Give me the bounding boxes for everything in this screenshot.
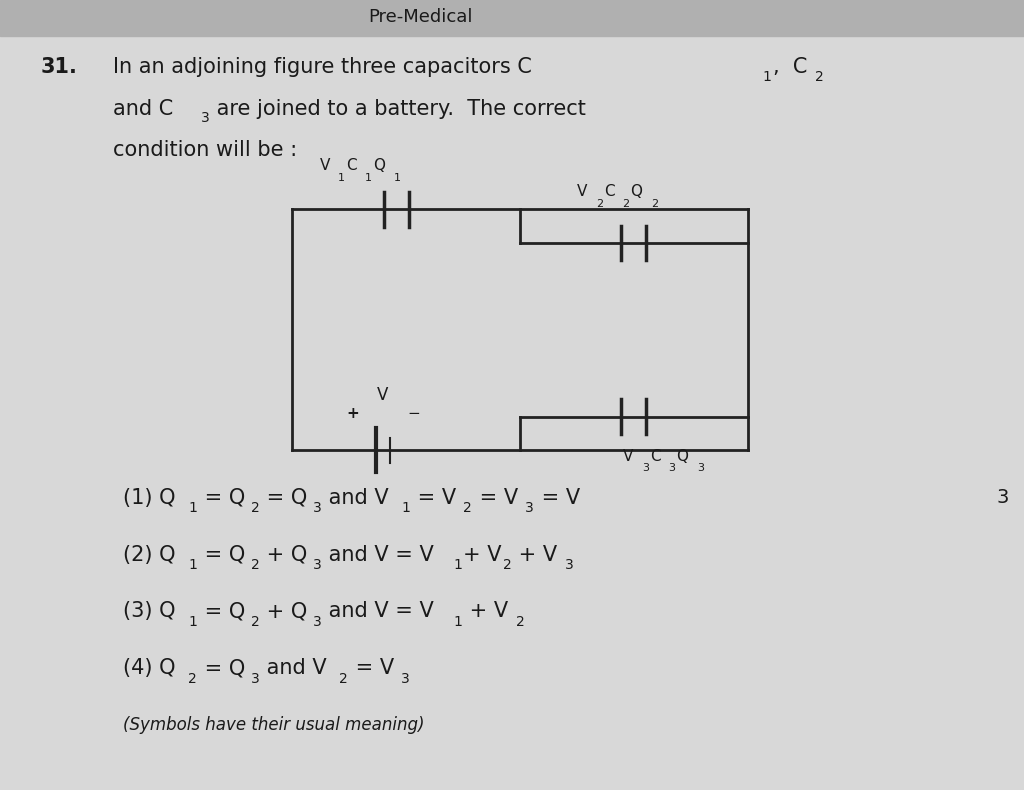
Text: and C: and C (113, 99, 173, 119)
Text: + Q: + Q (260, 601, 307, 622)
Text: 2: 2 (251, 501, 259, 515)
Text: Q: Q (677, 449, 688, 464)
Text: 1: 1 (188, 501, 198, 515)
Text: (Symbols have their usual meaning): (Symbols have their usual meaning) (123, 717, 424, 734)
Text: C: C (604, 184, 614, 199)
Text: 3: 3 (201, 111, 210, 126)
Text: 2: 2 (463, 501, 472, 515)
Text: (2) Q: (2) Q (123, 544, 175, 565)
Text: 1: 1 (454, 558, 463, 572)
Text: and V = V: and V = V (323, 601, 434, 622)
Text: 1: 1 (365, 173, 372, 182)
Text: 3: 3 (401, 672, 410, 686)
Text: In an adjoining figure three capacitors C: In an adjoining figure three capacitors … (113, 57, 531, 77)
Text: = Q: = Q (199, 487, 246, 508)
Text: (3) Q: (3) Q (123, 601, 175, 622)
Text: 3: 3 (697, 463, 705, 473)
Text: 1: 1 (338, 173, 345, 182)
Text: 2: 2 (623, 198, 630, 209)
Text: 2: 2 (815, 70, 824, 84)
Text: 2: 2 (251, 615, 259, 629)
Text: = V: = V (536, 487, 581, 508)
Text: = Q: = Q (199, 601, 246, 622)
Text: 3: 3 (251, 672, 259, 686)
Text: Q: Q (373, 159, 385, 173)
Text: (4) Q: (4) Q (123, 658, 175, 679)
Text: 1: 1 (401, 501, 410, 515)
Text: = Q: = Q (260, 487, 307, 508)
Text: 2: 2 (251, 558, 259, 572)
Text: 2: 2 (188, 672, 198, 686)
Text: Q: Q (631, 184, 642, 199)
Text: 3: 3 (996, 488, 1009, 507)
Text: 1: 1 (763, 70, 772, 84)
Text: condition will be :: condition will be : (113, 140, 297, 160)
Text: Pre-Medical: Pre-Medical (369, 9, 473, 26)
Text: 2: 2 (516, 615, 524, 629)
Text: 3: 3 (669, 463, 676, 473)
Text: 1: 1 (188, 615, 198, 629)
Text: = V: = V (411, 487, 456, 508)
Text: 2: 2 (596, 198, 603, 209)
Text: and V: and V (260, 658, 327, 679)
Text: −: − (408, 407, 420, 421)
Bar (0, 0, 1024, 36)
Text: C: C (346, 159, 357, 173)
Text: 3: 3 (525, 501, 535, 515)
Text: are joined to a battery.  The correct: are joined to a battery. The correct (210, 99, 586, 119)
Text: 3: 3 (312, 558, 322, 572)
Text: = V: = V (348, 658, 394, 679)
Text: 1: 1 (454, 615, 463, 629)
Text: ,  C: , C (773, 57, 808, 77)
Text: 2: 2 (651, 198, 658, 209)
Text: = Q: = Q (199, 658, 246, 679)
Text: + V: + V (512, 544, 557, 565)
Text: 3: 3 (312, 501, 322, 515)
Text: V: V (377, 386, 389, 404)
Text: 1: 1 (188, 558, 198, 572)
Text: + Q: + Q (260, 544, 307, 565)
Text: 3: 3 (312, 615, 322, 629)
Text: 1: 1 (393, 173, 400, 182)
Text: V: V (578, 184, 588, 199)
Text: 3: 3 (565, 558, 573, 572)
Text: 3: 3 (642, 463, 649, 473)
Text: + V: + V (463, 601, 508, 622)
Text: 2: 2 (503, 558, 511, 572)
Text: C: C (650, 449, 660, 464)
Text: V: V (319, 159, 330, 173)
Text: V: V (624, 449, 634, 464)
Text: 2: 2 (339, 672, 348, 686)
Text: and V = V: and V = V (323, 544, 434, 565)
Text: = Q: = Q (199, 544, 246, 565)
Text: (1) Q: (1) Q (123, 487, 175, 508)
Text: + V: + V (463, 544, 502, 565)
Text: = V: = V (473, 487, 518, 508)
Text: and V: and V (323, 487, 389, 508)
Text: 31.: 31. (41, 57, 78, 77)
Text: +: + (346, 407, 358, 421)
